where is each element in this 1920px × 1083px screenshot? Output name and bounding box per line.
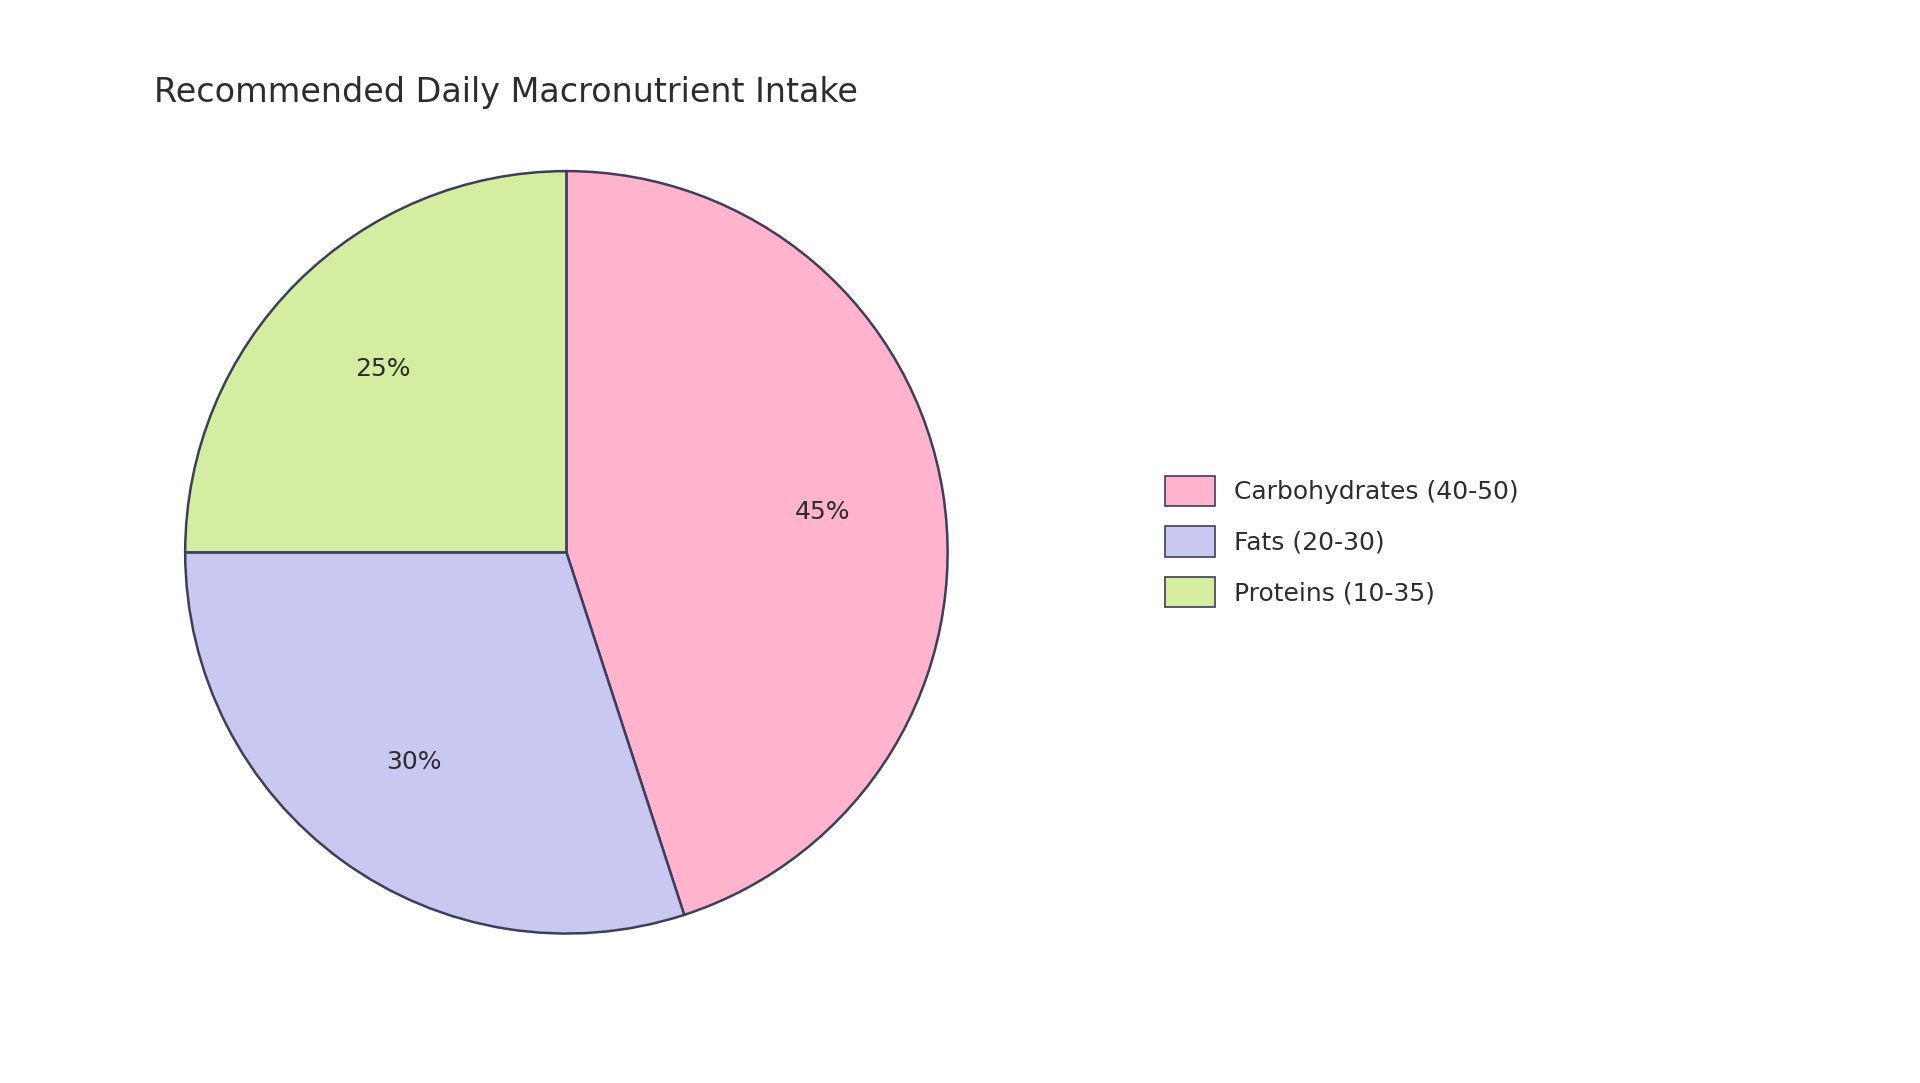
Wedge shape	[566, 171, 948, 915]
Text: 30%: 30%	[386, 751, 442, 774]
Text: 25%: 25%	[355, 357, 411, 381]
Legend: Carbohydrates (40-50), Fats (20-30), Proteins (10-35): Carbohydrates (40-50), Fats (20-30), Pro…	[1165, 475, 1519, 608]
Text: 45%: 45%	[795, 499, 851, 524]
Wedge shape	[184, 552, 684, 934]
Text: Recommended Daily Macronutrient Intake: Recommended Daily Macronutrient Intake	[154, 76, 858, 108]
Wedge shape	[184, 171, 566, 552]
